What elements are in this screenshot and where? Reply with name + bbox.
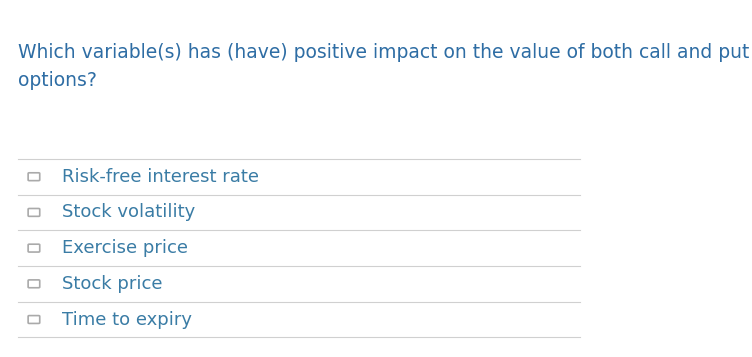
FancyBboxPatch shape (28, 173, 40, 181)
FancyBboxPatch shape (28, 316, 40, 323)
Text: Stock price: Stock price (62, 275, 162, 293)
Text: Which variable(s) has (have) positive impact on the value of both call and put
o: Which variable(s) has (have) positive im… (17, 43, 749, 90)
Text: Time to expiry: Time to expiry (62, 311, 192, 328)
FancyBboxPatch shape (28, 280, 40, 288)
FancyBboxPatch shape (28, 208, 40, 216)
FancyBboxPatch shape (28, 244, 40, 252)
Text: Risk-free interest rate: Risk-free interest rate (62, 168, 259, 186)
Text: Stock volatility: Stock volatility (62, 203, 195, 221)
Text: Exercise price: Exercise price (62, 239, 187, 257)
